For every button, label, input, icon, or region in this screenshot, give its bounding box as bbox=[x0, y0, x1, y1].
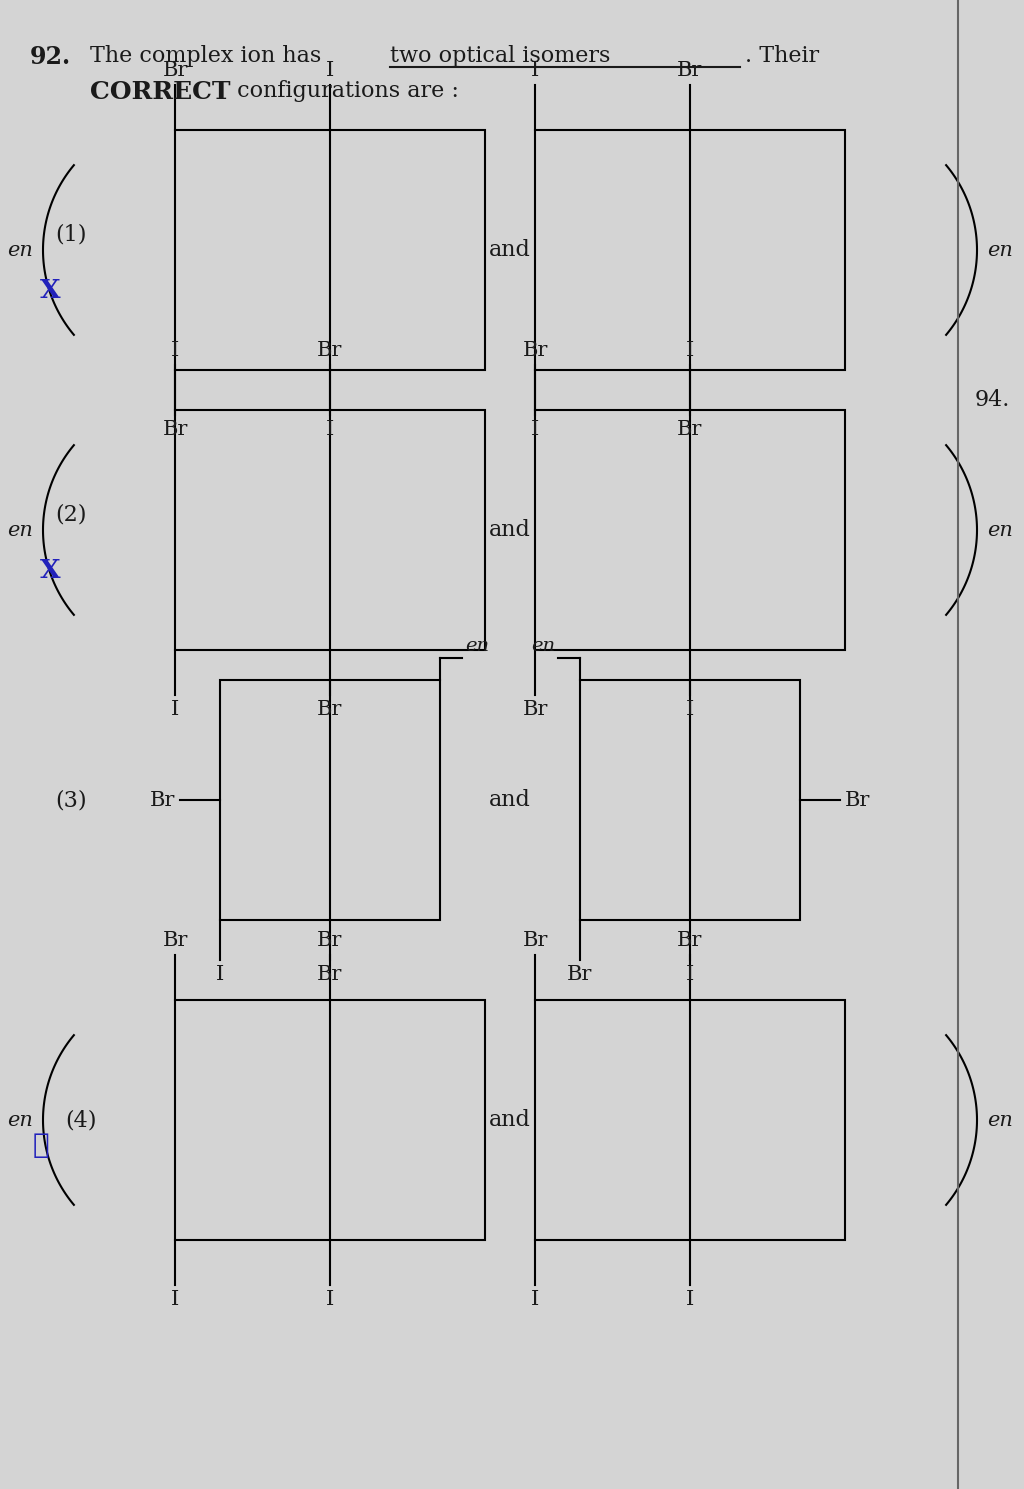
Text: I: I bbox=[171, 700, 179, 719]
Text: X: X bbox=[40, 277, 60, 302]
Text: I: I bbox=[326, 420, 334, 439]
Text: en: en bbox=[987, 241, 1013, 259]
Text: en: en bbox=[7, 1111, 33, 1130]
Text: en: en bbox=[531, 637, 555, 655]
Text: I: I bbox=[326, 61, 334, 80]
Text: configurations are :: configurations are : bbox=[230, 80, 459, 103]
Text: (1): (1) bbox=[55, 223, 86, 246]
Text: I: I bbox=[686, 1289, 694, 1309]
Text: and: and bbox=[489, 240, 530, 261]
Text: . Their: . Their bbox=[745, 45, 819, 67]
Text: Br: Br bbox=[567, 965, 593, 984]
Text: I: I bbox=[530, 1289, 539, 1309]
Text: The complex ion has: The complex ion has bbox=[90, 45, 329, 67]
Text: I: I bbox=[686, 965, 694, 984]
Text: Br: Br bbox=[163, 61, 187, 80]
Text: I: I bbox=[686, 700, 694, 719]
Text: (2): (2) bbox=[55, 503, 86, 526]
Text: en: en bbox=[465, 637, 489, 655]
Text: Br: Br bbox=[845, 791, 870, 810]
Text: X: X bbox=[40, 557, 60, 582]
Text: Br: Br bbox=[317, 341, 343, 360]
Text: I: I bbox=[171, 1289, 179, 1309]
Text: 92.: 92. bbox=[30, 45, 71, 68]
Text: en: en bbox=[987, 521, 1013, 539]
Text: CORRECT: CORRECT bbox=[90, 80, 230, 104]
Text: en: en bbox=[7, 241, 33, 259]
Text: en: en bbox=[7, 521, 33, 539]
Text: Br: Br bbox=[163, 931, 187, 950]
Text: Br: Br bbox=[522, 931, 548, 950]
Text: Br: Br bbox=[163, 420, 187, 439]
Text: ✓: ✓ bbox=[33, 1132, 49, 1158]
Text: I: I bbox=[326, 1289, 334, 1309]
Text: Br: Br bbox=[522, 341, 548, 360]
Text: 94.: 94. bbox=[975, 389, 1011, 411]
Text: en: en bbox=[987, 1111, 1013, 1130]
Text: (4): (4) bbox=[65, 1109, 96, 1132]
Text: (3): (3) bbox=[55, 789, 87, 812]
Text: Br: Br bbox=[317, 931, 343, 950]
Text: Br: Br bbox=[677, 61, 702, 80]
Text: Br: Br bbox=[317, 700, 343, 719]
Text: and: and bbox=[489, 520, 530, 541]
Text: and: and bbox=[489, 1109, 530, 1132]
Text: Br: Br bbox=[150, 791, 175, 810]
Text: I: I bbox=[686, 341, 694, 360]
Text: I: I bbox=[530, 420, 539, 439]
Text: two optical isomers: two optical isomers bbox=[390, 45, 610, 67]
Text: I: I bbox=[530, 61, 539, 80]
Text: Br: Br bbox=[317, 965, 343, 984]
Text: Br: Br bbox=[677, 931, 702, 950]
Text: I: I bbox=[171, 341, 179, 360]
Text: and: and bbox=[489, 789, 530, 812]
Text: Br: Br bbox=[522, 700, 548, 719]
Text: Br: Br bbox=[677, 420, 702, 439]
Text: I: I bbox=[216, 965, 224, 984]
